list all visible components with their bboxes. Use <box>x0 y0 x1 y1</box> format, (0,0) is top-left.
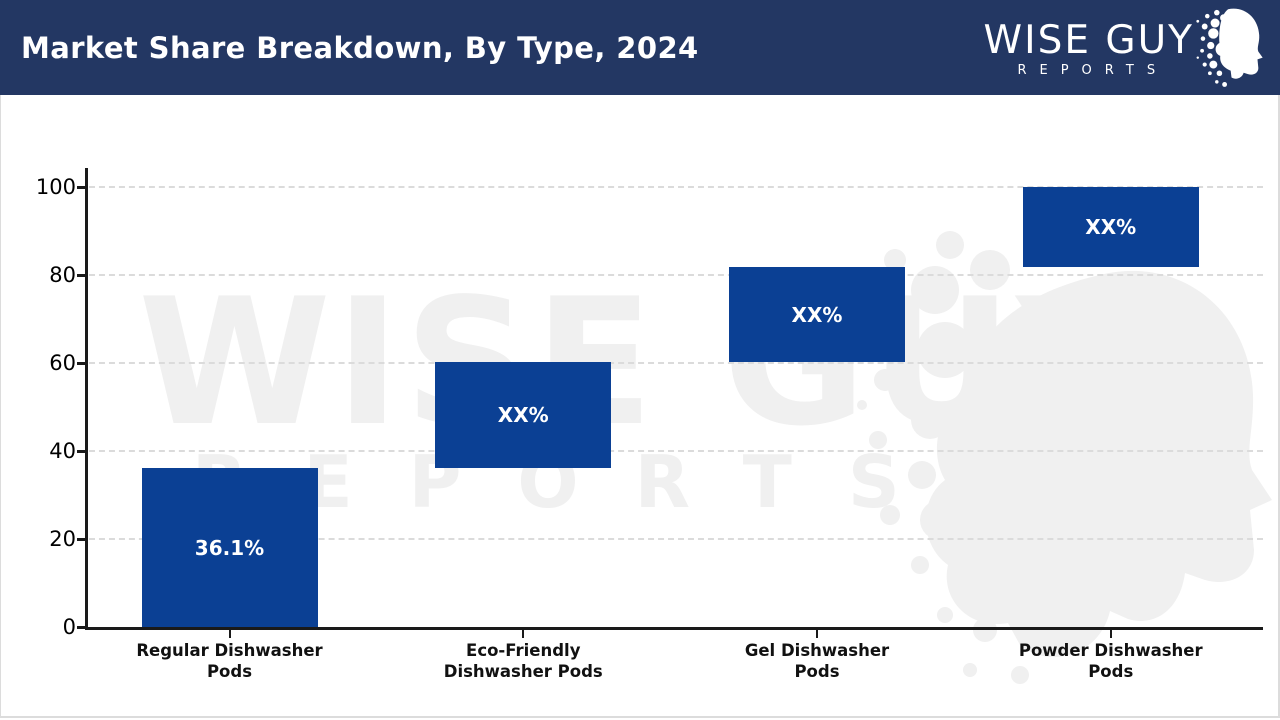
head-profile-icon <box>1196 8 1263 87</box>
y-tick-mark <box>77 186 85 189</box>
page-right-border <box>1278 95 1280 718</box>
y-tick-mark <box>77 362 85 365</box>
page-left-border <box>0 95 1 718</box>
y-tick-label: 20 <box>49 527 76 551</box>
y-tick-label: 0 <box>62 615 76 639</box>
page-title: Market Share Breakdown, By Type, 2024 <box>21 30 699 65</box>
y-tick-mark <box>77 450 85 453</box>
logo-wordmark-line2: REPORTS <box>1017 62 1169 78</box>
x-category-label: Gel Dishwasher Pods <box>744 641 890 681</box>
bar-value-label: XX% <box>497 403 549 428</box>
watermark-head-icon <box>854 231 1272 684</box>
bar-2: XX% <box>435 362 612 469</box>
y-tick-mark <box>77 626 85 629</box>
y-tick-label: 60 <box>49 351 76 375</box>
x-tick-mark <box>228 630 231 638</box>
gridline-80 <box>89 274 1263 276</box>
brand-logo: WISE GUY REPORTS <box>984 4 1266 94</box>
logo-wordmark: WISE GUY REPORTS <box>984 21 1194 77</box>
gridline-60 <box>89 362 1263 364</box>
gridline-40 <box>89 450 1263 452</box>
x-axis-spine <box>85 627 1263 630</box>
bar-3: XX% <box>729 267 905 363</box>
y-tick-mark <box>77 538 85 541</box>
bar-value-label: 36.1% <box>194 535 265 560</box>
y-tick-label: 100 <box>35 175 76 199</box>
x-category-label: Regular Dishwasher Pods <box>136 641 323 681</box>
y-tick-label: 40 <box>49 439 76 463</box>
bar-value-label: XX% <box>1085 215 1137 240</box>
gridline-100 <box>89 186 1263 188</box>
x-tick-mark <box>1109 630 1112 638</box>
logo-wordmark-line1: WISE GUY <box>983 17 1194 63</box>
bar-value-label: XX% <box>791 302 843 327</box>
y-axis-spine <box>85 168 88 630</box>
x-category-label: Powder Dishwasher Pods <box>1018 641 1203 681</box>
x-tick-mark <box>816 630 818 638</box>
y-tick-mark <box>77 274 85 277</box>
x-tick-mark <box>522 630 525 638</box>
gridline-20 <box>89 538 1263 540</box>
bar-4: XX% <box>1022 187 1199 268</box>
y-tick-label: 80 <box>49 263 76 287</box>
page-bottom-border <box>0 716 1280 718</box>
bar-1: 36.1% <box>141 468 318 627</box>
x-category-label: Eco-Friendly Dishwasher Pods <box>443 641 603 681</box>
header: Market Share Breakdown, By Type, 2024 WI… <box>0 0 1280 95</box>
